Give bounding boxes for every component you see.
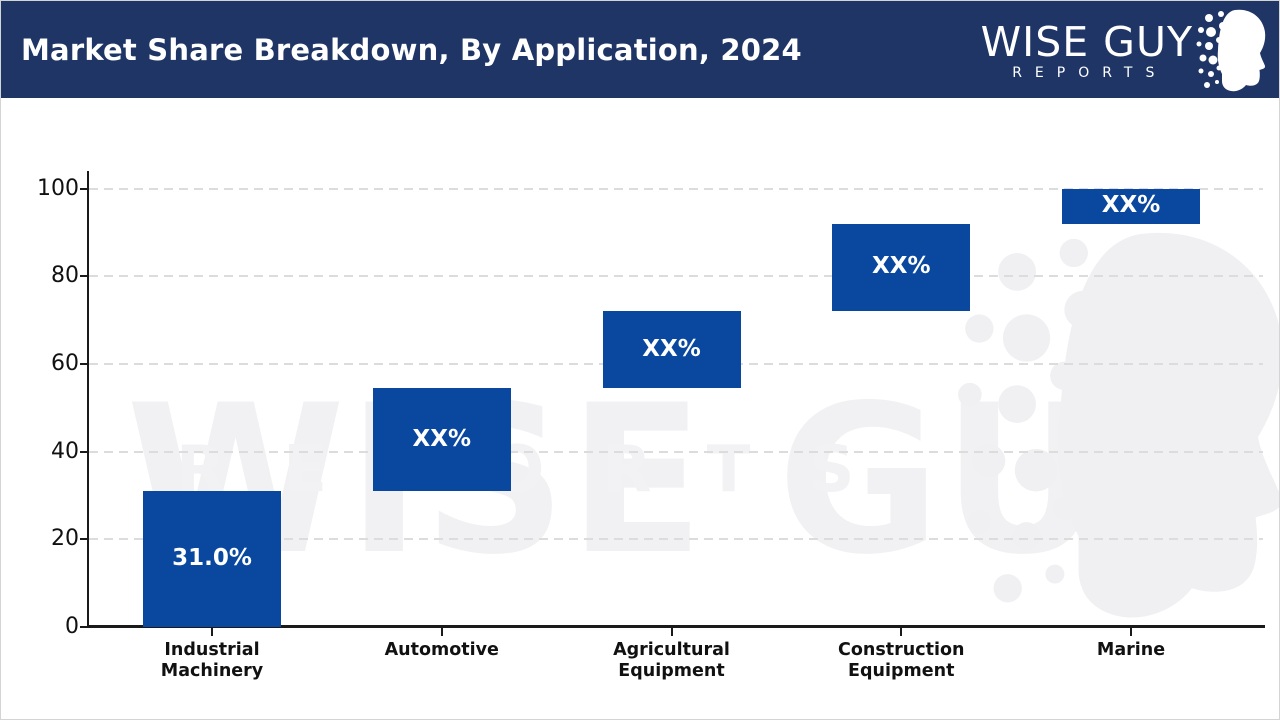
y-axis-tick	[80, 450, 88, 453]
wise-guy-reports-logo: WISE GUY REPORTS	[981, 7, 1267, 93]
category-label: Automotive	[332, 640, 552, 661]
watermark-subtitle: REPORTS	[176, 433, 913, 507]
category-label-line: Industrial	[164, 640, 260, 660]
x-axis-tick	[1130, 628, 1132, 636]
x-axis-line	[87, 625, 1265, 628]
page-title: Market Share Breakdown, By Application, …	[21, 32, 802, 67]
y-tick-label: 40	[51, 438, 79, 464]
y-gridline	[89, 538, 1263, 541]
y-tick-label: 60	[51, 350, 79, 376]
y-tick-label: 20	[51, 526, 79, 552]
y-gridline	[89, 275, 1263, 278]
category-label: Industrial Machinery	[102, 640, 322, 682]
category-label-line: Equipment	[848, 661, 955, 681]
category-label-line: Equipment	[618, 661, 725, 681]
category-label-line: Construction	[838, 640, 965, 660]
logo-text: WISE GUY REPORTS	[981, 20, 1193, 81]
x-axis-tick	[211, 628, 213, 636]
bar-value-label: 31.0%	[172, 545, 252, 572]
bar-value-label: XX%	[1101, 192, 1161, 219]
y-tick-label: 0	[65, 614, 79, 639]
y-axis-line	[87, 171, 89, 627]
category-label: Marine	[1021, 640, 1241, 661]
y-axis-tick	[80, 538, 88, 541]
y-axis-tick	[80, 626, 88, 628]
header-banner: Market Share Breakdown, By Application, …	[1, 1, 1279, 98]
y-tick-label: 80	[51, 263, 79, 289]
x-axis-tick	[670, 628, 673, 636]
waterfall-bar	[143, 491, 281, 627]
bar-value-label: XX%	[642, 335, 701, 362]
y-axis-tick	[80, 187, 88, 190]
y-tick-label: 100	[37, 175, 79, 201]
category-label: Construction Equipment	[791, 640, 1011, 682]
y-gridline	[89, 450, 1263, 453]
category-label-line: Machinery	[160, 661, 264, 681]
category-label-line: Marine	[1096, 640, 1166, 660]
x-axis-tick	[900, 628, 903, 636]
y-gridline	[89, 187, 1263, 190]
x-axis-tick	[440, 628, 443, 636]
logo-subtitle: REPORTS	[1012, 64, 1168, 81]
waterfall-bar	[372, 388, 511, 492]
logo-wordmark: WISE GUY	[980, 17, 1193, 66]
category-label-line: Automotive	[384, 640, 499, 660]
y-axis-tick	[80, 362, 88, 365]
category-label-line: Agricultural	[613, 640, 730, 660]
watermark-head-icon	[958, 232, 1279, 618]
waterfall-bar	[832, 223, 971, 312]
waterfall-bar	[1062, 188, 1200, 224]
waterfall-bar	[602, 311, 741, 388]
bar-value-label: XX%	[871, 253, 931, 280]
category-label: Agricultural Equipment	[562, 640, 782, 682]
logo-head-icon	[1196, 9, 1266, 92]
bar-value-label: XX%	[412, 425, 471, 452]
waterfall-chart: WISE GUY REPORTS 0 20 40 60 80 100 31.0% Indust…	[1, 98, 1279, 718]
y-axis-tick	[80, 275, 88, 278]
